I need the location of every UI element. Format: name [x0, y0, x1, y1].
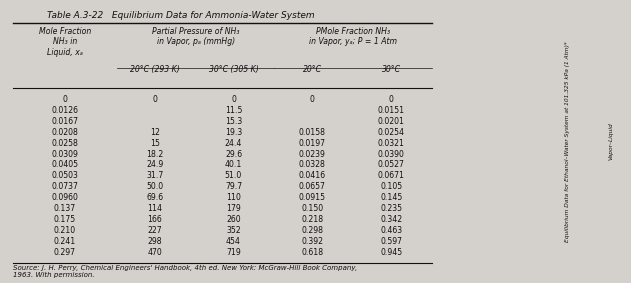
Text: 31.7: 31.7 [146, 171, 163, 180]
Text: 0.0915: 0.0915 [299, 193, 326, 202]
Text: 0.0158: 0.0158 [299, 128, 326, 137]
Text: 227: 227 [147, 226, 162, 235]
Text: 0.0126: 0.0126 [51, 106, 78, 115]
Text: 0.241: 0.241 [54, 237, 76, 246]
Text: 0.0416: 0.0416 [299, 171, 326, 180]
Text: 0.0657: 0.0657 [299, 182, 326, 191]
Text: 0.945: 0.945 [380, 248, 403, 257]
Text: 0.0527: 0.0527 [378, 160, 404, 170]
Text: 15.3: 15.3 [225, 117, 242, 126]
Text: 0.0328: 0.0328 [299, 160, 326, 170]
Text: 24.9: 24.9 [146, 160, 163, 170]
Text: Source: J. H. Perry, Chemical Engineers' Handbook, 4th ed. New York: McGraw-Hill: Source: J. H. Perry, Chemical Engineers'… [13, 265, 357, 278]
Text: 114: 114 [147, 204, 162, 213]
Text: 20°C (293 K): 20°C (293 K) [130, 65, 179, 74]
Text: 0.145: 0.145 [380, 193, 403, 202]
Text: 0.298: 0.298 [302, 226, 323, 235]
Text: 69.6: 69.6 [146, 193, 163, 202]
Text: 79.7: 79.7 [225, 182, 242, 191]
Text: 0.210: 0.210 [54, 226, 76, 235]
Text: 0: 0 [62, 95, 67, 104]
Text: 0.597: 0.597 [380, 237, 402, 246]
Text: 0: 0 [310, 95, 315, 104]
Text: 0.0208: 0.0208 [51, 128, 78, 137]
Text: 0.392: 0.392 [302, 237, 323, 246]
Text: 166: 166 [147, 215, 162, 224]
Text: 260: 260 [226, 215, 241, 224]
Text: 352: 352 [226, 226, 241, 235]
Text: 0.218: 0.218 [301, 215, 324, 224]
Text: 179: 179 [226, 204, 241, 213]
Text: Partial Pressure of NH₃
in Vapor, pₐ (mmHg): Partial Pressure of NH₃ in Vapor, pₐ (mm… [152, 27, 239, 46]
Text: 40.1: 40.1 [225, 160, 242, 170]
Text: 12: 12 [150, 128, 160, 137]
Text: 110: 110 [226, 193, 241, 202]
Text: 0.0239: 0.0239 [299, 149, 326, 158]
Text: 0.137: 0.137 [54, 204, 76, 213]
Text: 0.0309: 0.0309 [51, 149, 78, 158]
Text: 24.4: 24.4 [225, 139, 242, 147]
Text: 0.342: 0.342 [380, 215, 403, 224]
Text: 0: 0 [152, 95, 157, 104]
Text: 0.105: 0.105 [380, 182, 403, 191]
Text: 0.150: 0.150 [301, 204, 324, 213]
Text: 0.0254: 0.0254 [378, 128, 404, 137]
Text: 30°C: 30°C [382, 65, 401, 74]
Text: 0.0321: 0.0321 [378, 139, 404, 147]
Text: 0.0405: 0.0405 [51, 160, 78, 170]
Text: 0.0390: 0.0390 [378, 149, 404, 158]
Text: Table A.3-22   Equilibrium Data for Ammonia-Water System: Table A.3-22 Equilibrium Data for Ammoni… [47, 11, 315, 20]
Text: 18.2: 18.2 [146, 149, 163, 158]
Text: 0.463: 0.463 [380, 226, 403, 235]
Text: 0.297: 0.297 [54, 248, 76, 257]
Text: 719: 719 [226, 248, 241, 257]
Text: Vapor–Liquid: Vapor–Liquid [608, 123, 613, 160]
Text: 0.0960: 0.0960 [51, 193, 78, 202]
Text: 30°C (305 K): 30°C (305 K) [209, 65, 258, 74]
Text: 0.0167: 0.0167 [51, 117, 78, 126]
Text: 20°C: 20°C [303, 65, 322, 74]
Text: 50.0: 50.0 [146, 182, 163, 191]
Text: 0.0737: 0.0737 [51, 182, 78, 191]
Text: Equilibrium Data for Ethanol–Water System at 101.325 kPa (1 Atm)*: Equilibrium Data for Ethanol–Water Syste… [565, 41, 570, 242]
Text: 0.0503: 0.0503 [51, 171, 78, 180]
Text: 0.235: 0.235 [380, 204, 402, 213]
Text: 15: 15 [150, 139, 160, 147]
Text: 0.0201: 0.0201 [378, 117, 404, 126]
Text: 29.6: 29.6 [225, 149, 242, 158]
Text: 454: 454 [226, 237, 241, 246]
Text: 0.0258: 0.0258 [51, 139, 78, 147]
Text: 19.3: 19.3 [225, 128, 242, 137]
Text: 0.175: 0.175 [54, 215, 76, 224]
Text: 0: 0 [389, 95, 394, 104]
Text: 51.0: 51.0 [225, 171, 242, 180]
Text: Mole Fraction
NH₃ in
Liquid, xₐ: Mole Fraction NH₃ in Liquid, xₐ [38, 27, 91, 57]
Text: 11.5: 11.5 [225, 106, 242, 115]
Text: 0.0671: 0.0671 [378, 171, 404, 180]
Text: PMole Fraction NH₃
in Vapor, yₐ; P = 1 Atm: PMole Fraction NH₃ in Vapor, yₐ; P = 1 A… [309, 27, 398, 46]
Text: 298: 298 [147, 237, 162, 246]
Text: 0: 0 [231, 95, 236, 104]
Text: 0.618: 0.618 [301, 248, 324, 257]
Text: 0.0197: 0.0197 [299, 139, 326, 147]
Text: 0.0151: 0.0151 [378, 106, 404, 115]
Text: 470: 470 [147, 248, 162, 257]
